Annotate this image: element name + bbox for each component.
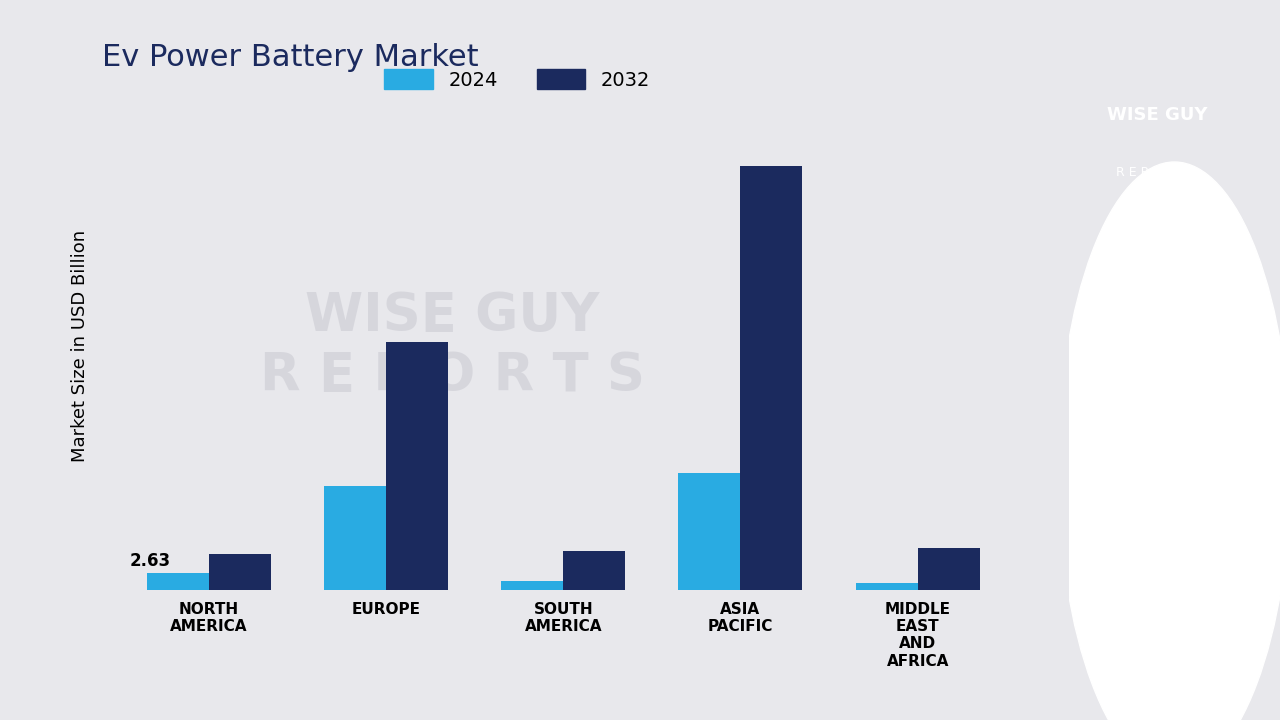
Bar <box>324 486 387 590</box>
Text: R E P O R T S: R E P O R T S <box>1116 166 1199 179</box>
Bar <box>678 473 740 590</box>
Bar <box>918 548 979 590</box>
Text: Ev Power Battery Market: Ev Power Battery Market <box>102 43 479 72</box>
Text: WISE GUY
R E P O R T S: WISE GUY R E P O R T S <box>260 289 645 402</box>
Text: 2.63: 2.63 <box>129 552 170 570</box>
Ellipse shape <box>1059 162 1280 720</box>
Bar <box>209 554 271 590</box>
Bar <box>740 166 803 590</box>
Bar <box>855 582 918 590</box>
Bar <box>387 342 448 590</box>
Legend: 2024, 2032: 2024, 2032 <box>376 62 658 98</box>
Text: WISE GUY: WISE GUY <box>1107 107 1208 124</box>
Bar <box>502 580 563 590</box>
Bar <box>147 573 209 590</box>
Y-axis label: Market Size in USD Billion: Market Size in USD Billion <box>70 230 88 462</box>
Bar <box>563 552 625 590</box>
